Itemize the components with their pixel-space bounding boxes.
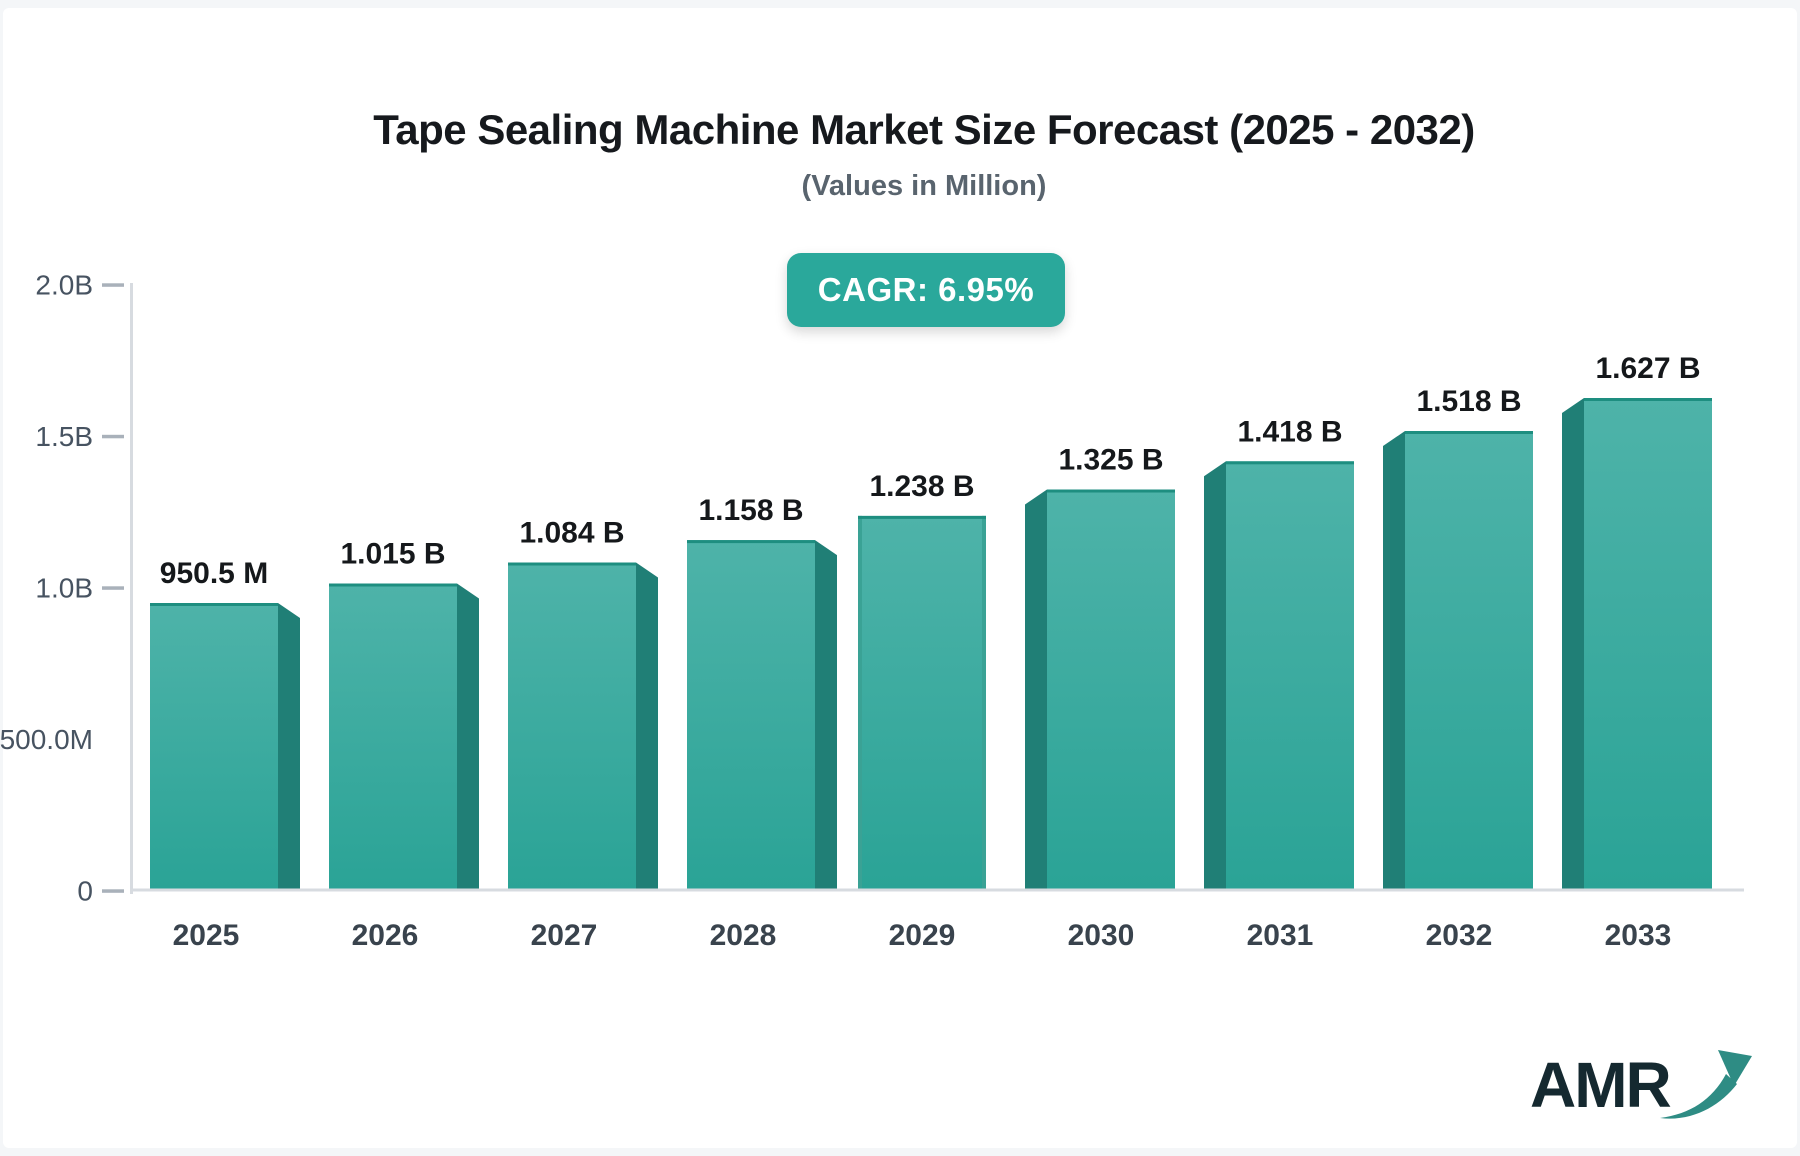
y-tick-label-3: 500.0M xyxy=(0,724,93,755)
y-tick-label-4: 0 xyxy=(77,876,93,907)
bar-value-label: 1.418 B xyxy=(1237,415,1342,448)
bar-edge-strip xyxy=(858,515,862,891)
bar-top-edge xyxy=(1226,461,1354,465)
bar-value-label: 1.325 B xyxy=(1058,444,1163,477)
bar-2029: 1.238 B xyxy=(858,470,986,891)
bar-2030: 1.325 B xyxy=(1025,444,1175,891)
bar-top-edge xyxy=(1405,431,1533,434)
bar-side-face xyxy=(1562,398,1584,891)
bar-side-face xyxy=(1383,431,1405,891)
bar-value-label: 950.5 M xyxy=(160,557,268,590)
bar-top-edge xyxy=(1584,398,1712,401)
cagr-badge: CAGR: 6.95% xyxy=(787,253,1065,327)
x-axis-label-2027: 2027 xyxy=(531,919,598,952)
bar-2027: 1.084 B xyxy=(508,517,658,891)
amr-logo-text: AMR xyxy=(1530,1049,1672,1121)
x-axis-label-2031: 2031 xyxy=(1247,919,1314,952)
cagr-badge-label: CAGR: 6.95% xyxy=(817,271,1035,308)
amr-logo: AMR xyxy=(1520,1040,1760,1135)
x-axis-line xyxy=(130,888,1744,892)
y-tick-dash xyxy=(102,434,124,439)
bar-side-face xyxy=(815,540,837,891)
chart-subtitle: (Values in Million) xyxy=(801,170,1047,202)
y-tick-dash xyxy=(102,283,124,287)
bar-face xyxy=(1047,489,1175,891)
bar-top-edge xyxy=(508,562,636,566)
bar-2026: 1.015 B xyxy=(329,538,479,891)
bar-side-face xyxy=(457,583,479,891)
bar-2028: 1.158 B xyxy=(687,494,837,891)
bar-face xyxy=(150,603,278,891)
y-tick-dash xyxy=(102,889,124,893)
x-axis-label-2033: 2033 xyxy=(1605,919,1672,952)
bar-face xyxy=(1584,398,1712,891)
bar-face xyxy=(1405,431,1533,891)
bar-side-face xyxy=(636,562,658,891)
bar-top-edge xyxy=(329,583,457,587)
bar-side-face xyxy=(278,603,300,891)
bar-face xyxy=(687,540,815,891)
y-axis-line xyxy=(130,283,133,894)
bar-top-edge xyxy=(687,540,815,544)
bar-value-label: 1.518 B xyxy=(1416,385,1521,418)
bar-face xyxy=(329,583,457,891)
bar-2032: 1.518 B xyxy=(1383,385,1533,891)
bar-2033: 1.627 B xyxy=(1562,352,1712,891)
x-axis-label-2032: 2032 xyxy=(1426,919,1493,952)
bar-edge-strip xyxy=(982,515,986,891)
bar-value-label: 1.158 B xyxy=(698,494,803,527)
x-axis-label-2030: 2030 xyxy=(1068,919,1135,952)
bar-top-edge xyxy=(858,515,986,519)
x-axis-label-2025: 2025 xyxy=(173,919,240,952)
bar-2025: 950.5 M xyxy=(150,557,300,891)
bar-value-label: 1.627 B xyxy=(1595,352,1700,385)
y-tick-label-0: 2.0B xyxy=(35,270,93,301)
y-tick-label-2: 1.0B xyxy=(35,573,93,604)
bar-value-label: 1.238 B xyxy=(869,470,974,503)
y-tick-dash xyxy=(102,586,124,590)
bar-face xyxy=(508,562,636,891)
bar-side-face xyxy=(1204,461,1226,891)
bar-side-face xyxy=(1025,489,1047,891)
chart-title: Tape Sealing Machine Market Size Forecas… xyxy=(373,106,1475,153)
bar-top-edge xyxy=(150,603,278,606)
bar-2031: 1.418 B xyxy=(1204,415,1354,891)
bar-value-label: 1.084 B xyxy=(519,517,624,550)
x-axis-label-2029: 2029 xyxy=(889,919,956,952)
growth-arrow-icon xyxy=(1660,1050,1752,1119)
x-axis-label-2028: 2028 xyxy=(710,919,777,952)
bar-face xyxy=(858,515,986,891)
bar-top-edge xyxy=(1047,489,1175,493)
x-axis-label-2026: 2026 xyxy=(352,919,419,952)
bar-value-label: 1.015 B xyxy=(340,538,445,571)
bar-face xyxy=(1226,461,1354,891)
y-tick-label-1: 1.5B xyxy=(35,421,93,452)
